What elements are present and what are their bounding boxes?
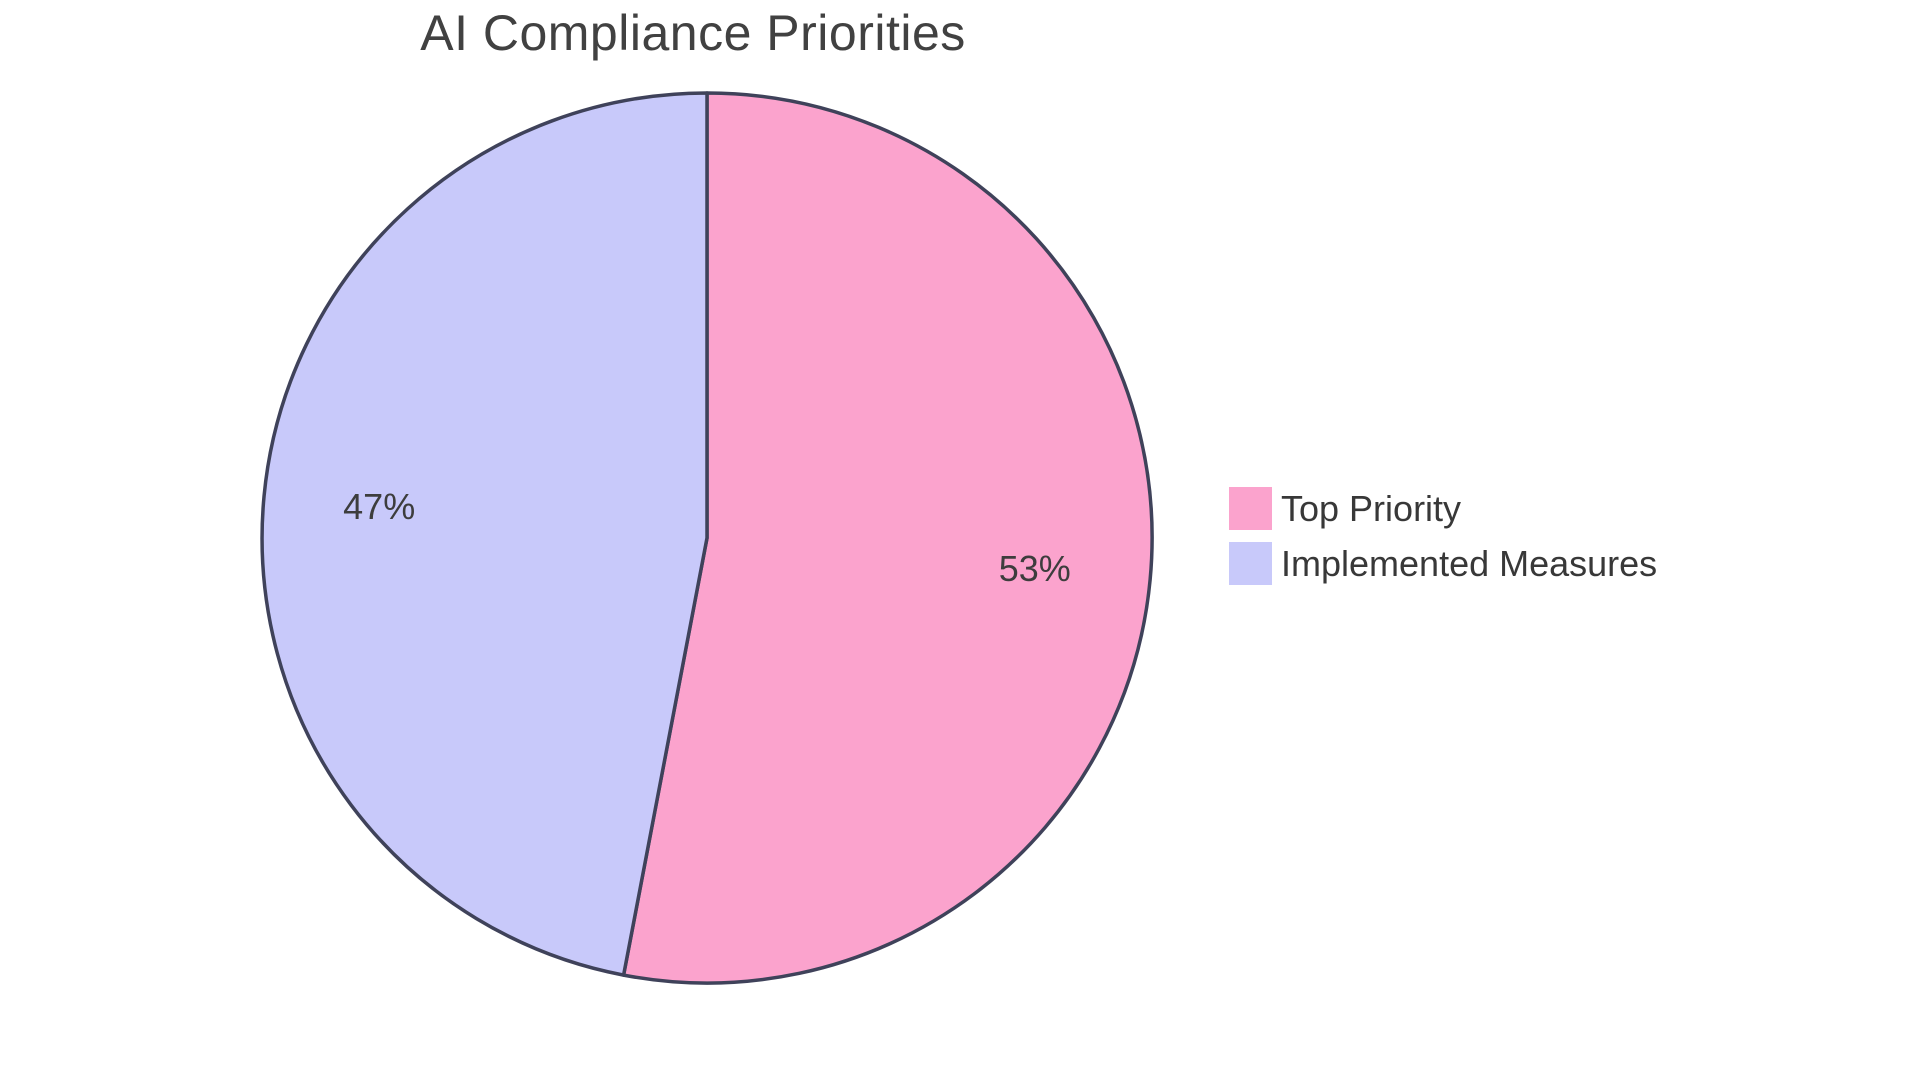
legend-label-implemented-measures: Implemented Measures [1281,542,1658,584]
legend-swatch-implemented-measures [1229,542,1272,585]
chart-title: AI Compliance Priorities [420,5,966,61]
legend: Top Priority Implemented Measures [1229,487,1657,585]
legend-label-top-priority: Top Priority [1281,487,1462,529]
pie-slice-implemented-measures [260,91,709,977]
legend-swatch-top-priority [1229,487,1272,530]
legend-item-implemented-measures: Implemented Measures [1229,542,1657,585]
pie-slice-percentage: 47% [343,486,415,527]
pie-slice-percentage: 53% [999,548,1071,589]
legend-item-top-priority: Top Priority [1229,487,1657,530]
pie-slice-top-priority [621,91,1154,985]
